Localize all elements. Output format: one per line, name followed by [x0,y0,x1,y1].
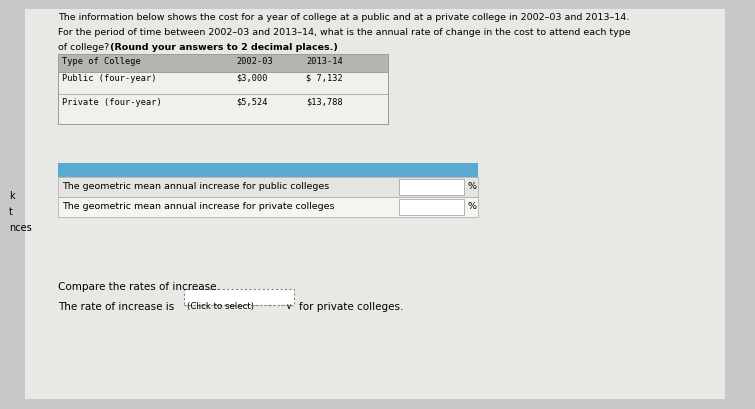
FancyBboxPatch shape [58,198,478,218]
Text: (Round your answers to 2 decimal places.): (Round your answers to 2 decimal places.… [110,43,338,52]
Text: Private (four-year): Private (four-year) [62,98,162,107]
Text: ∨: ∨ [286,301,292,310]
Text: (Click to select): (Click to select) [187,301,254,310]
Text: The geometric mean annual increase for private colleges: The geometric mean annual increase for p… [62,202,334,211]
FancyBboxPatch shape [184,289,294,305]
Text: The geometric mean annual increase for public colleges: The geometric mean annual increase for p… [62,182,329,191]
Text: $5,524: $5,524 [236,98,267,107]
Text: t: t [9,207,13,216]
Text: Compare the rates of increase.: Compare the rates of increase. [58,281,220,291]
Text: The information below shows the cost for a year of college at a public and at a : The information below shows the cost for… [58,13,629,22]
FancyBboxPatch shape [58,55,388,73]
Text: k: k [9,190,14,200]
FancyBboxPatch shape [58,55,388,125]
FancyBboxPatch shape [25,10,725,399]
Text: $13,788: $13,788 [306,98,343,107]
FancyBboxPatch shape [58,178,478,198]
Text: %: % [467,182,476,191]
Text: %: % [467,202,476,211]
Text: For the period of time between 2002–03 and 2013–14, what is the annual rate of c: For the period of time between 2002–03 a… [58,28,630,37]
Text: The rate of increase is: The rate of increase is [58,301,177,311]
Text: for private colleges.: for private colleges. [299,301,403,311]
FancyBboxPatch shape [58,164,478,178]
FancyBboxPatch shape [399,200,464,216]
Text: 2002-03: 2002-03 [236,57,273,66]
Text: Public (four-year): Public (four-year) [62,74,156,83]
Text: of college?: of college? [58,43,112,52]
Text: $3,000: $3,000 [236,74,267,83]
Text: Type of College: Type of College [62,57,140,66]
Text: 2013-14: 2013-14 [306,57,343,66]
Text: $ 7,132: $ 7,132 [306,74,343,83]
Text: nces: nces [9,223,32,233]
FancyBboxPatch shape [399,180,464,196]
